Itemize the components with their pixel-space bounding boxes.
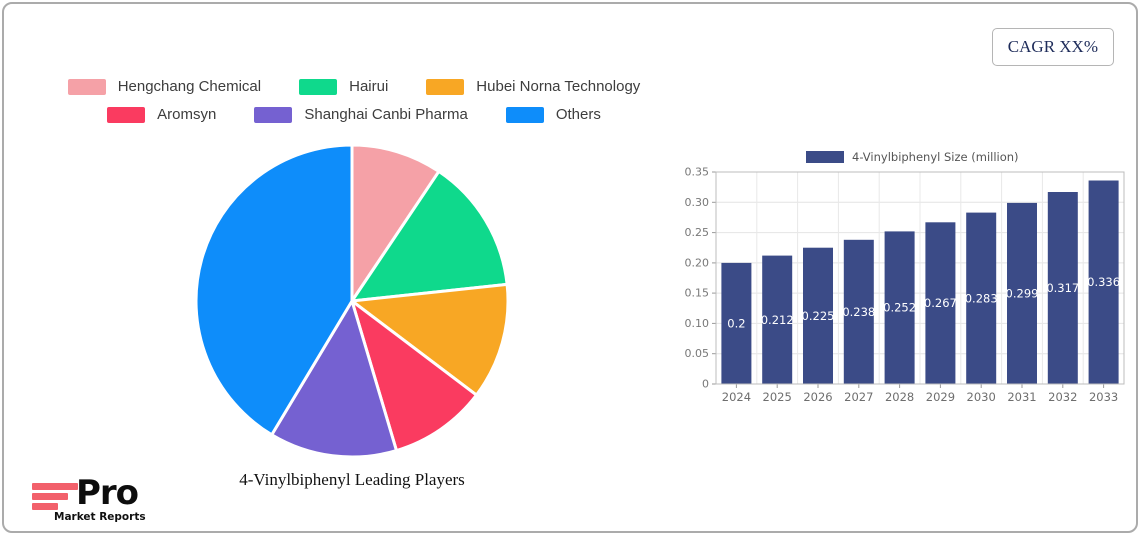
legend-row: Aromsyn Shanghai Canbi Pharma Others [34,106,674,123]
x-tick-label: 2029 [926,390,955,404]
legend-swatch-icon [299,78,338,95]
bar-2032 [1047,192,1078,384]
pie-slice-hairui [350,169,509,303]
legend-item-others: Others [505,106,601,123]
y-tick-label: 0.15 [685,287,710,300]
bar-value-label: 0.267 [924,296,957,310]
bar-chart-legend: 4-Vinylbiphenyl Size (million) [806,150,1019,164]
pie-chart-svg [194,143,510,459]
bar-value-label: 0.225 [802,309,835,323]
logo-bars-icon [32,483,78,510]
legend-item-hubei-norna-technology: Hubei Norna Technology [426,78,640,95]
bar-2029 [925,222,956,384]
legend-row: Hengchang Chemical Hairui Hubei Norna Tech… [34,78,674,95]
pie-slice-hengchang-chemical [350,143,441,303]
pie-chart-title: 4-Vinylbiphenyl Leading Players [239,470,465,489]
x-tick-label: 2028 [885,390,914,404]
pie-chart [192,141,512,461]
pie-slice-aromsyn [350,299,478,453]
legend-item-shanghai-canbi-pharma: Shanghai Canbi Pharma [254,106,468,123]
bar-value-label: 0.2 [727,316,745,330]
bar-2026 [803,247,833,384]
bar-value-label: 0.212 [761,313,794,327]
bar-value-label: 0.317 [1046,281,1079,295]
legend-label: Hengchang Chemical [117,78,262,95]
pie-slice-others [194,143,354,437]
legend-label: Shanghai Canbi Pharma [304,106,468,123]
brand-logo: Pro Market Reports [32,476,152,523]
x-tick-label: 2027 [844,390,873,404]
y-tick-label: 0.10 [685,317,710,330]
bar-2025 [762,255,793,384]
x-tick-label: 2033 [1089,390,1118,404]
pie-slice-hubei-norna-technology [350,282,510,397]
bar-value-label: 0.299 [1006,286,1039,300]
bar-value-label: 0.238 [842,305,875,319]
bar-2024 [721,262,752,384]
legend-label: Hairui [349,78,389,95]
bar-2030 [966,212,997,384]
bar-value-label: 0.283 [965,291,998,305]
bar-chart: 0.2 2024 0.212 2025 0.225 2026 0.238 2027 0.252 2… [684,144,1140,409]
legend-swatch-icon [254,106,293,123]
bar-2027 [843,239,874,384]
legend-swatch-icon [505,106,544,123]
y-tick-label: 0.05 [685,347,710,360]
bar-2033 [1088,180,1119,384]
legend-item-hengchang-chemical: Hengchang Chemical [67,78,262,95]
bar-chart-svg: 0.2 2024 0.212 2025 0.225 2026 0.238 2027 0.252 2… [685,150,1125,404]
pie-legend: Hengchang Chemical Hairui Hubei Norna Tech… [34,78,674,123]
legend-label: Aromsyn [157,106,217,123]
legend-item-aromsyn: Aromsyn [107,106,216,123]
bar-legend-swatch-icon [806,151,844,163]
legend-item-hairui: Hairui [299,78,388,95]
legend-label: Hubei Norna Technology [476,78,641,95]
legend-swatch-icon [67,78,106,95]
x-tick-label: 2026 [803,390,832,404]
x-tick-label: 2024 [722,390,751,404]
x-tick-label: 2031 [1007,390,1036,404]
y-tick-label: 0.35 [685,166,710,179]
cagr-badge: CAGR XX% [991,28,1114,66]
x-tick-label: 2032 [1048,390,1077,404]
y-tick-label: 0.30 [685,196,710,209]
bar-value-label: 0.252 [883,301,916,315]
bar-legend-label: 4-Vinylbiphenyl Size (million) [852,150,1019,164]
logo-title: Pro [76,473,139,513]
bar-2028 [884,231,915,384]
y-tick-label: 0 [702,378,709,391]
x-tick-label: 2025 [763,390,792,404]
legend-swatch-icon [107,106,146,123]
plot-border [715,171,1125,385]
y-tick-label: 0.25 [685,226,710,239]
logo-subtitle: Market Reports [54,511,146,523]
legend-swatch-icon [426,78,465,95]
legend-label: Others [555,106,601,123]
y-tick-label: 0.20 [685,256,710,269]
pie-slice-shanghai-canbi-pharma [270,299,398,459]
bar-value-label: 0.336 [1087,275,1120,289]
bar-2031 [1007,202,1037,384]
x-tick-label: 2030 [967,390,996,404]
